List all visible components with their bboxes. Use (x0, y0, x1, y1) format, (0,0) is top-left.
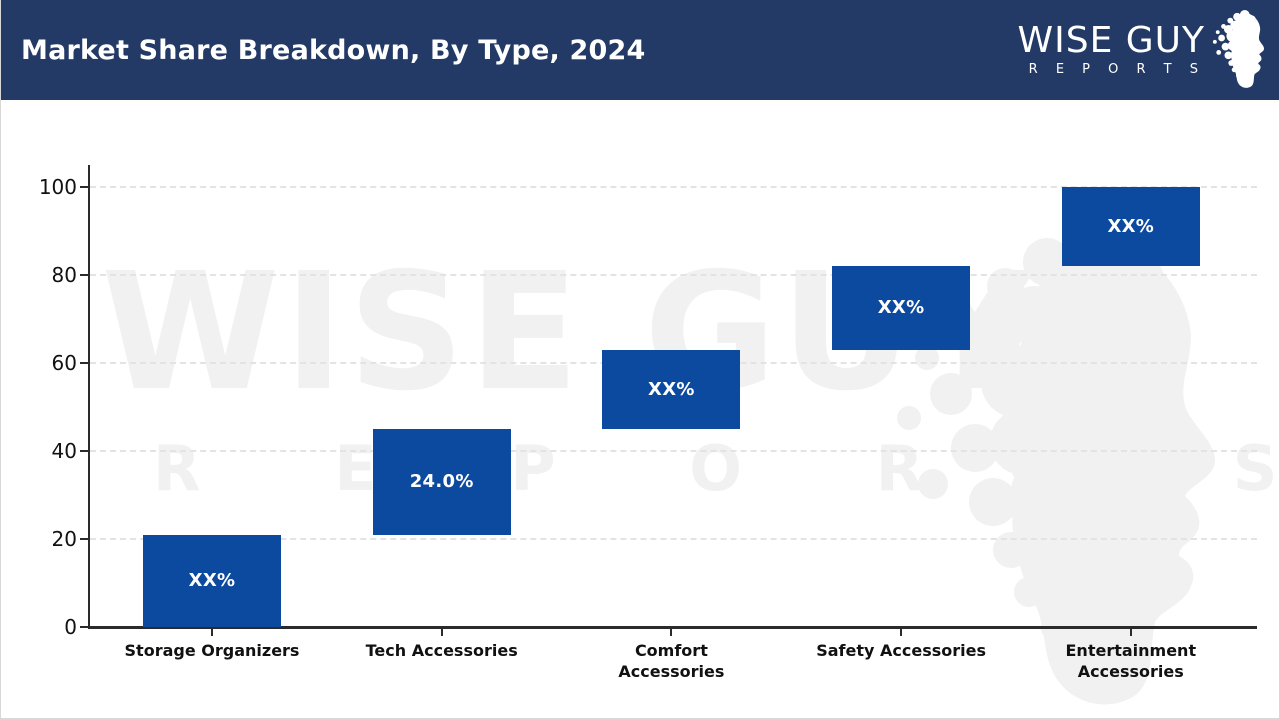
x-tick-3 (900, 629, 903, 636)
bar-value-label: XX% (188, 570, 236, 592)
x-axis-spine (88, 626, 1257, 629)
logo-wordmark: WISE GUY (1017, 20, 1205, 61)
gridline-40 (90, 450, 1257, 452)
x-tick-label-4: Entertainment Accessories (1065, 641, 1197, 681)
y-tick-80 (80, 274, 88, 276)
y-tick-label-60: 60 (51, 351, 77, 375)
wiseguy-head-icon (1209, 10, 1267, 91)
bar-entertainment-accessories: XX% (1061, 187, 1200, 267)
page-title: Market Share Breakdown, By Type, 2024 (21, 34, 646, 66)
y-tick-0 (80, 626, 88, 628)
y-tick-label-40: 40 (51, 439, 77, 463)
x-tick-2 (670, 629, 673, 636)
bar-safety-accessories: XX% (832, 266, 971, 350)
wiseguy-logo: WISE GUY R E P O R T S (1018, 10, 1268, 91)
bar-value-label: XX% (1107, 216, 1155, 238)
bar-value-label: XX% (877, 297, 925, 319)
x-tick-label-0: Storage Organizers (124, 641, 300, 660)
bar-value-label: XX% (648, 378, 695, 400)
logo-subtext: R E P O R T S (1028, 62, 1205, 77)
y-tick-label-100: 100 (38, 175, 77, 199)
x-tick-1 (440, 629, 443, 636)
y-axis-spine (88, 165, 90, 629)
gridline-100 (90, 186, 1257, 188)
y-tick-label-80: 80 (51, 263, 77, 287)
y-tick-100 (80, 186, 88, 188)
bar-comfort-accessories: XX% (602, 349, 741, 429)
header: Market Share Breakdown, By Type, 2024 WI… (1, 0, 1279, 100)
gridline-20 (90, 538, 1257, 540)
x-tick-0 (211, 629, 213, 636)
x-tick-4 (1129, 629, 1132, 636)
bar-storage-organizers: XX% (143, 534, 281, 627)
gridline-80 (90, 274, 1257, 276)
y-tick-label-0: 0 (64, 615, 77, 639)
x-tick-label-3: Safety Accessories (816, 641, 986, 660)
x-tick-label-2: Comfort Accessories (618, 641, 725, 681)
y-tick-40 (80, 450, 88, 452)
y-tick-60 (80, 362, 88, 364)
bar-value-label: 24.0% (409, 471, 474, 493)
x-tick-label-1: Tech Accessories (365, 641, 518, 660)
y-tick-label-20: 20 (51, 527, 77, 551)
y-tick-20 (80, 538, 88, 540)
bar-tech-accessories: 24.0% (372, 429, 511, 535)
